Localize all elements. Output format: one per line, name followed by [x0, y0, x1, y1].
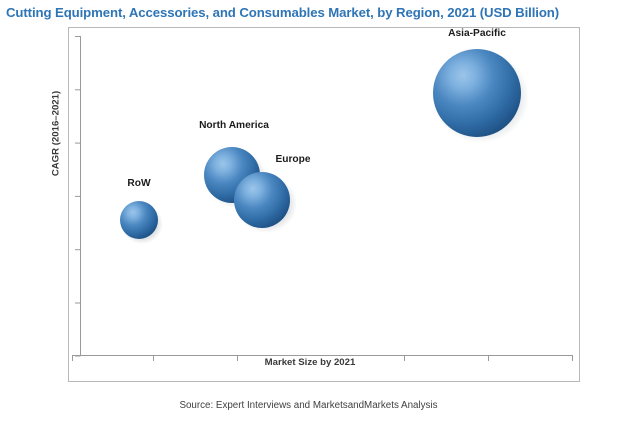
chart-title: Cutting Equipment, Accessories, and Cons…: [6, 5, 560, 20]
bubble-label-asia-pacific: Asia-Pacific: [448, 28, 506, 39]
y-axis-title: CAGR (2016–2021): [50, 90, 62, 177]
source-note: Source: Expert Interviews and Marketsand…: [179, 400, 438, 411]
x-axis-ticks: [72, 355, 573, 361]
bubble-label-row: RoW: [127, 178, 151, 189]
x-axis-title: Market Size by 2021: [264, 357, 356, 368]
bubble-row: [120, 201, 158, 239]
bubble-label-north-america: North America: [199, 120, 269, 131]
y-axis-ticks: [75, 36, 81, 357]
bubble-europe: [234, 172, 290, 228]
bubble-asia-pacific: [433, 49, 521, 137]
bubble-label-europe: Europe: [275, 154, 311, 165]
